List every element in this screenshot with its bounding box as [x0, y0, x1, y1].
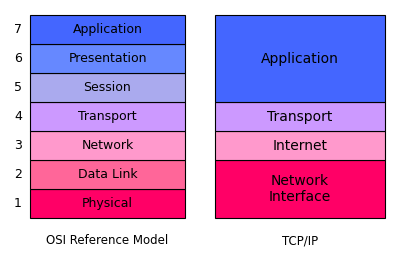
Bar [30, 189, 185, 218]
Text: 3: 3 [14, 139, 22, 152]
Text: Physical: Physical [82, 197, 133, 210]
Bar [215, 131, 385, 160]
Text: 1: 1 [14, 197, 22, 210]
Text: Network
Interface: Network Interface [269, 174, 331, 204]
Text: 2: 2 [14, 168, 22, 181]
Bar [30, 102, 185, 131]
Text: Session: Session [84, 81, 131, 94]
Text: 5: 5 [14, 81, 22, 94]
Text: 6: 6 [14, 52, 22, 65]
Bar [215, 15, 385, 102]
Bar [30, 15, 185, 44]
Text: Presentation: Presentation [68, 52, 147, 65]
Text: TCP/IP: TCP/IP [282, 235, 318, 248]
Text: Application: Application [261, 51, 339, 65]
Bar [215, 102, 385, 131]
Text: Transport: Transport [78, 110, 137, 123]
Text: 7: 7 [14, 23, 22, 36]
Text: 4: 4 [14, 110, 22, 123]
Bar [30, 160, 185, 189]
Text: Application: Application [72, 23, 142, 36]
Text: Network: Network [81, 139, 134, 152]
Text: OSI Reference Model: OSI Reference Model [46, 235, 169, 248]
Bar [215, 160, 385, 218]
Bar [30, 73, 185, 102]
Text: Data Link: Data Link [78, 168, 137, 181]
Bar [30, 131, 185, 160]
Bar [30, 44, 185, 73]
Text: Transport: Transport [267, 109, 333, 123]
Text: Internet: Internet [272, 139, 328, 153]
